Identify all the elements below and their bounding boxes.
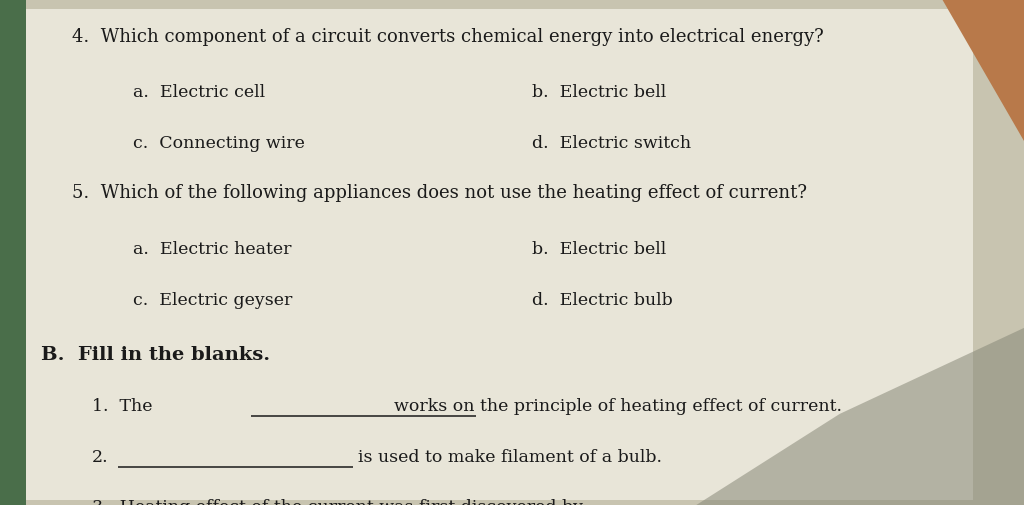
Text: 4.  Which component of a circuit converts chemical energy into electrical energy: 4. Which component of a circuit converts…: [72, 27, 823, 45]
Text: is used to make filament of a bulb.: is used to make filament of a bulb.: [358, 447, 663, 465]
Text: B.  Fill in the blanks.: B. Fill in the blanks.: [41, 345, 270, 364]
Text: 5.  Which of the following appliances does not use the heating effect of current: 5. Which of the following appliances doe…: [72, 184, 807, 202]
FancyBboxPatch shape: [20, 10, 973, 500]
Polygon shape: [696, 328, 1024, 505]
Text: 3.  Heating effect of the current was first discovered by: 3. Heating effect of the current was fir…: [92, 498, 583, 505]
Text: b.  Electric bell: b. Electric bell: [532, 84, 667, 101]
Text: 1.  The: 1. The: [92, 397, 153, 414]
Text: 2.: 2.: [92, 447, 109, 465]
Text: b.  Electric bell: b. Electric bell: [532, 240, 667, 258]
Text: c.  Connecting wire: c. Connecting wire: [133, 134, 305, 152]
Text: a.  Electric heater: a. Electric heater: [133, 240, 292, 258]
Text: .: .: [952, 498, 957, 505]
Bar: [0, 0, 26, 505]
Text: d.  Electric bulb: d. Electric bulb: [532, 291, 673, 308]
Text: d.  Electric switch: d. Electric switch: [532, 134, 691, 152]
Text: c.  Electric geyser: c. Electric geyser: [133, 291, 293, 308]
Text: a.  Electric cell: a. Electric cell: [133, 84, 265, 101]
Polygon shape: [942, 0, 1024, 141]
Text: works on the principle of heating effect of current.: works on the principle of heating effect…: [394, 397, 842, 414]
